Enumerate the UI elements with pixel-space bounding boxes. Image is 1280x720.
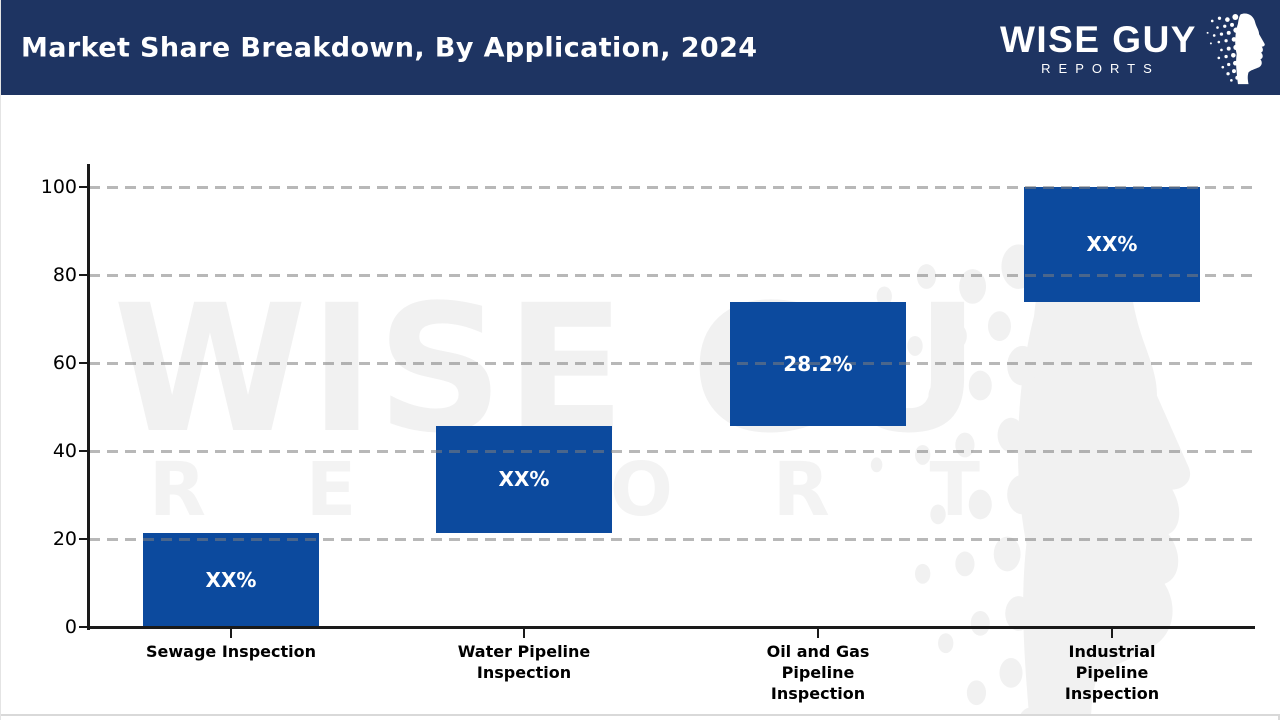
gridline [89, 185, 1255, 189]
y-axis-tick [79, 537, 88, 540]
gridline [89, 361, 1255, 365]
category-label-line: Pipeline [1075, 663, 1149, 682]
bar-value-label: XX% [1086, 232, 1138, 257]
logo-head-dots-icon [1201, 9, 1267, 87]
x-axis-category-label: Industrial Pipeline Inspection [992, 641, 1232, 704]
header: Market Share Breakdown, By Application, … [1, 0, 1280, 95]
bar-value-label: XX% [498, 467, 550, 492]
logo-subtitle: REPORTS [1041, 60, 1160, 76]
bar-value-label: XX% [205, 568, 257, 593]
category-label-line: Pipeline [781, 663, 855, 682]
y-axis-tick [79, 185, 88, 188]
bar-segment [436, 425, 612, 534]
logo-wordmark: WISE GUY [999, 18, 1197, 60]
x-axis-category-label: Sewage Inspection [111, 641, 351, 662]
y-axis-tick-label: 60 [52, 351, 77, 374]
category-label-line: Inspection [1064, 684, 1160, 703]
y-axis-spine [87, 164, 90, 630]
y-axis-tick-label: 80 [52, 263, 77, 286]
category-label-line: Water Pipeline [457, 642, 591, 661]
y-axis-tick-label: 100 [40, 175, 77, 198]
chart-area: WISE GU R E P O R T S XX% XX% 28.2% XX% 0 20 4… [1, 95, 1280, 716]
category-label-line: Inspection [476, 663, 572, 682]
x-axis-category-label: Oil and Gas Pipeline Inspection [698, 641, 938, 704]
y-axis-tick-label: 20 [52, 527, 77, 550]
category-label-line: Inspection [770, 684, 866, 703]
y-axis-tick-label: 40 [52, 439, 77, 462]
category-label-line: Industrial [1068, 642, 1156, 661]
x-axis-tick [523, 629, 525, 638]
y-axis-tick-label: 0 [64, 616, 77, 638]
x-axis-tick [230, 629, 232, 638]
category-label-line: Oil and Gas [766, 642, 870, 661]
gridline [89, 537, 1255, 541]
y-axis-tick [79, 361, 88, 364]
logo-text: WISE GUY REPORTS [1000, 21, 1197, 76]
y-axis-tick [79, 626, 88, 628]
page-title: Market Share Breakdown, By Application, … [21, 32, 758, 63]
bar-segment [1024, 186, 1200, 302]
category-label-line: Sewage Inspection [146, 642, 316, 661]
gridline [89, 273, 1255, 277]
y-axis-tick [79, 449, 88, 452]
y-axis-tick [79, 273, 88, 276]
gridline [89, 449, 1255, 453]
bar-segment [143, 533, 319, 627]
x-axis-tick [817, 629, 819, 638]
x-axis-category-label: Water Pipeline Inspection [404, 641, 644, 683]
x-axis-tick [1111, 629, 1113, 638]
brand-logo: WISE GUY REPORTS [1000, 6, 1267, 90]
watermark-subtext: R E P O R T S [149, 447, 1171, 533]
bar-value-label: 28.2% [783, 351, 853, 376]
x-axis-spine [87, 626, 1255, 629]
